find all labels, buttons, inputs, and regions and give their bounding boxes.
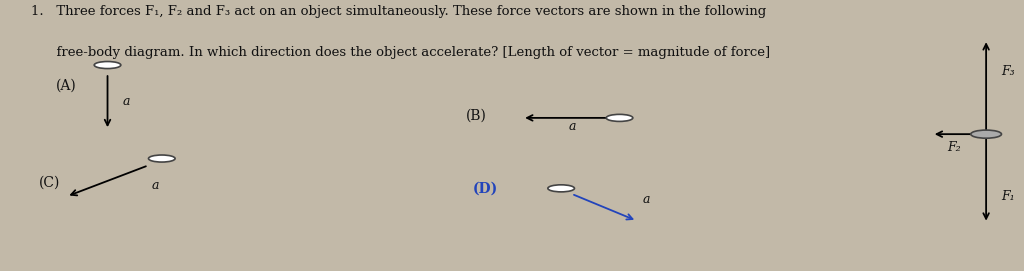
Text: (A): (A): [56, 78, 77, 92]
Circle shape: [548, 185, 574, 192]
Text: 1.   Three forces F₁, F₂ and F₃ act on an object simultaneously. These force vec: 1. Three forces F₁, F₂ and F₃ act on an …: [31, 5, 766, 18]
Circle shape: [606, 114, 633, 121]
Text: (D): (D): [473, 181, 499, 195]
Text: a: a: [152, 179, 159, 192]
Circle shape: [971, 130, 1001, 138]
Text: a: a: [568, 120, 575, 133]
Text: a: a: [643, 193, 650, 207]
Circle shape: [94, 62, 121, 69]
Text: F₁: F₁: [1001, 190, 1015, 203]
Text: (B): (B): [466, 108, 486, 122]
Text: F₃: F₃: [1001, 65, 1015, 78]
Text: (C): (C): [39, 176, 60, 190]
Circle shape: [148, 155, 175, 162]
Text: F₂: F₂: [947, 141, 961, 154]
Text: free-body diagram. In which direction does the object accelerate? [Length of vec: free-body diagram. In which direction do…: [31, 46, 770, 59]
Text: a: a: [123, 95, 130, 108]
